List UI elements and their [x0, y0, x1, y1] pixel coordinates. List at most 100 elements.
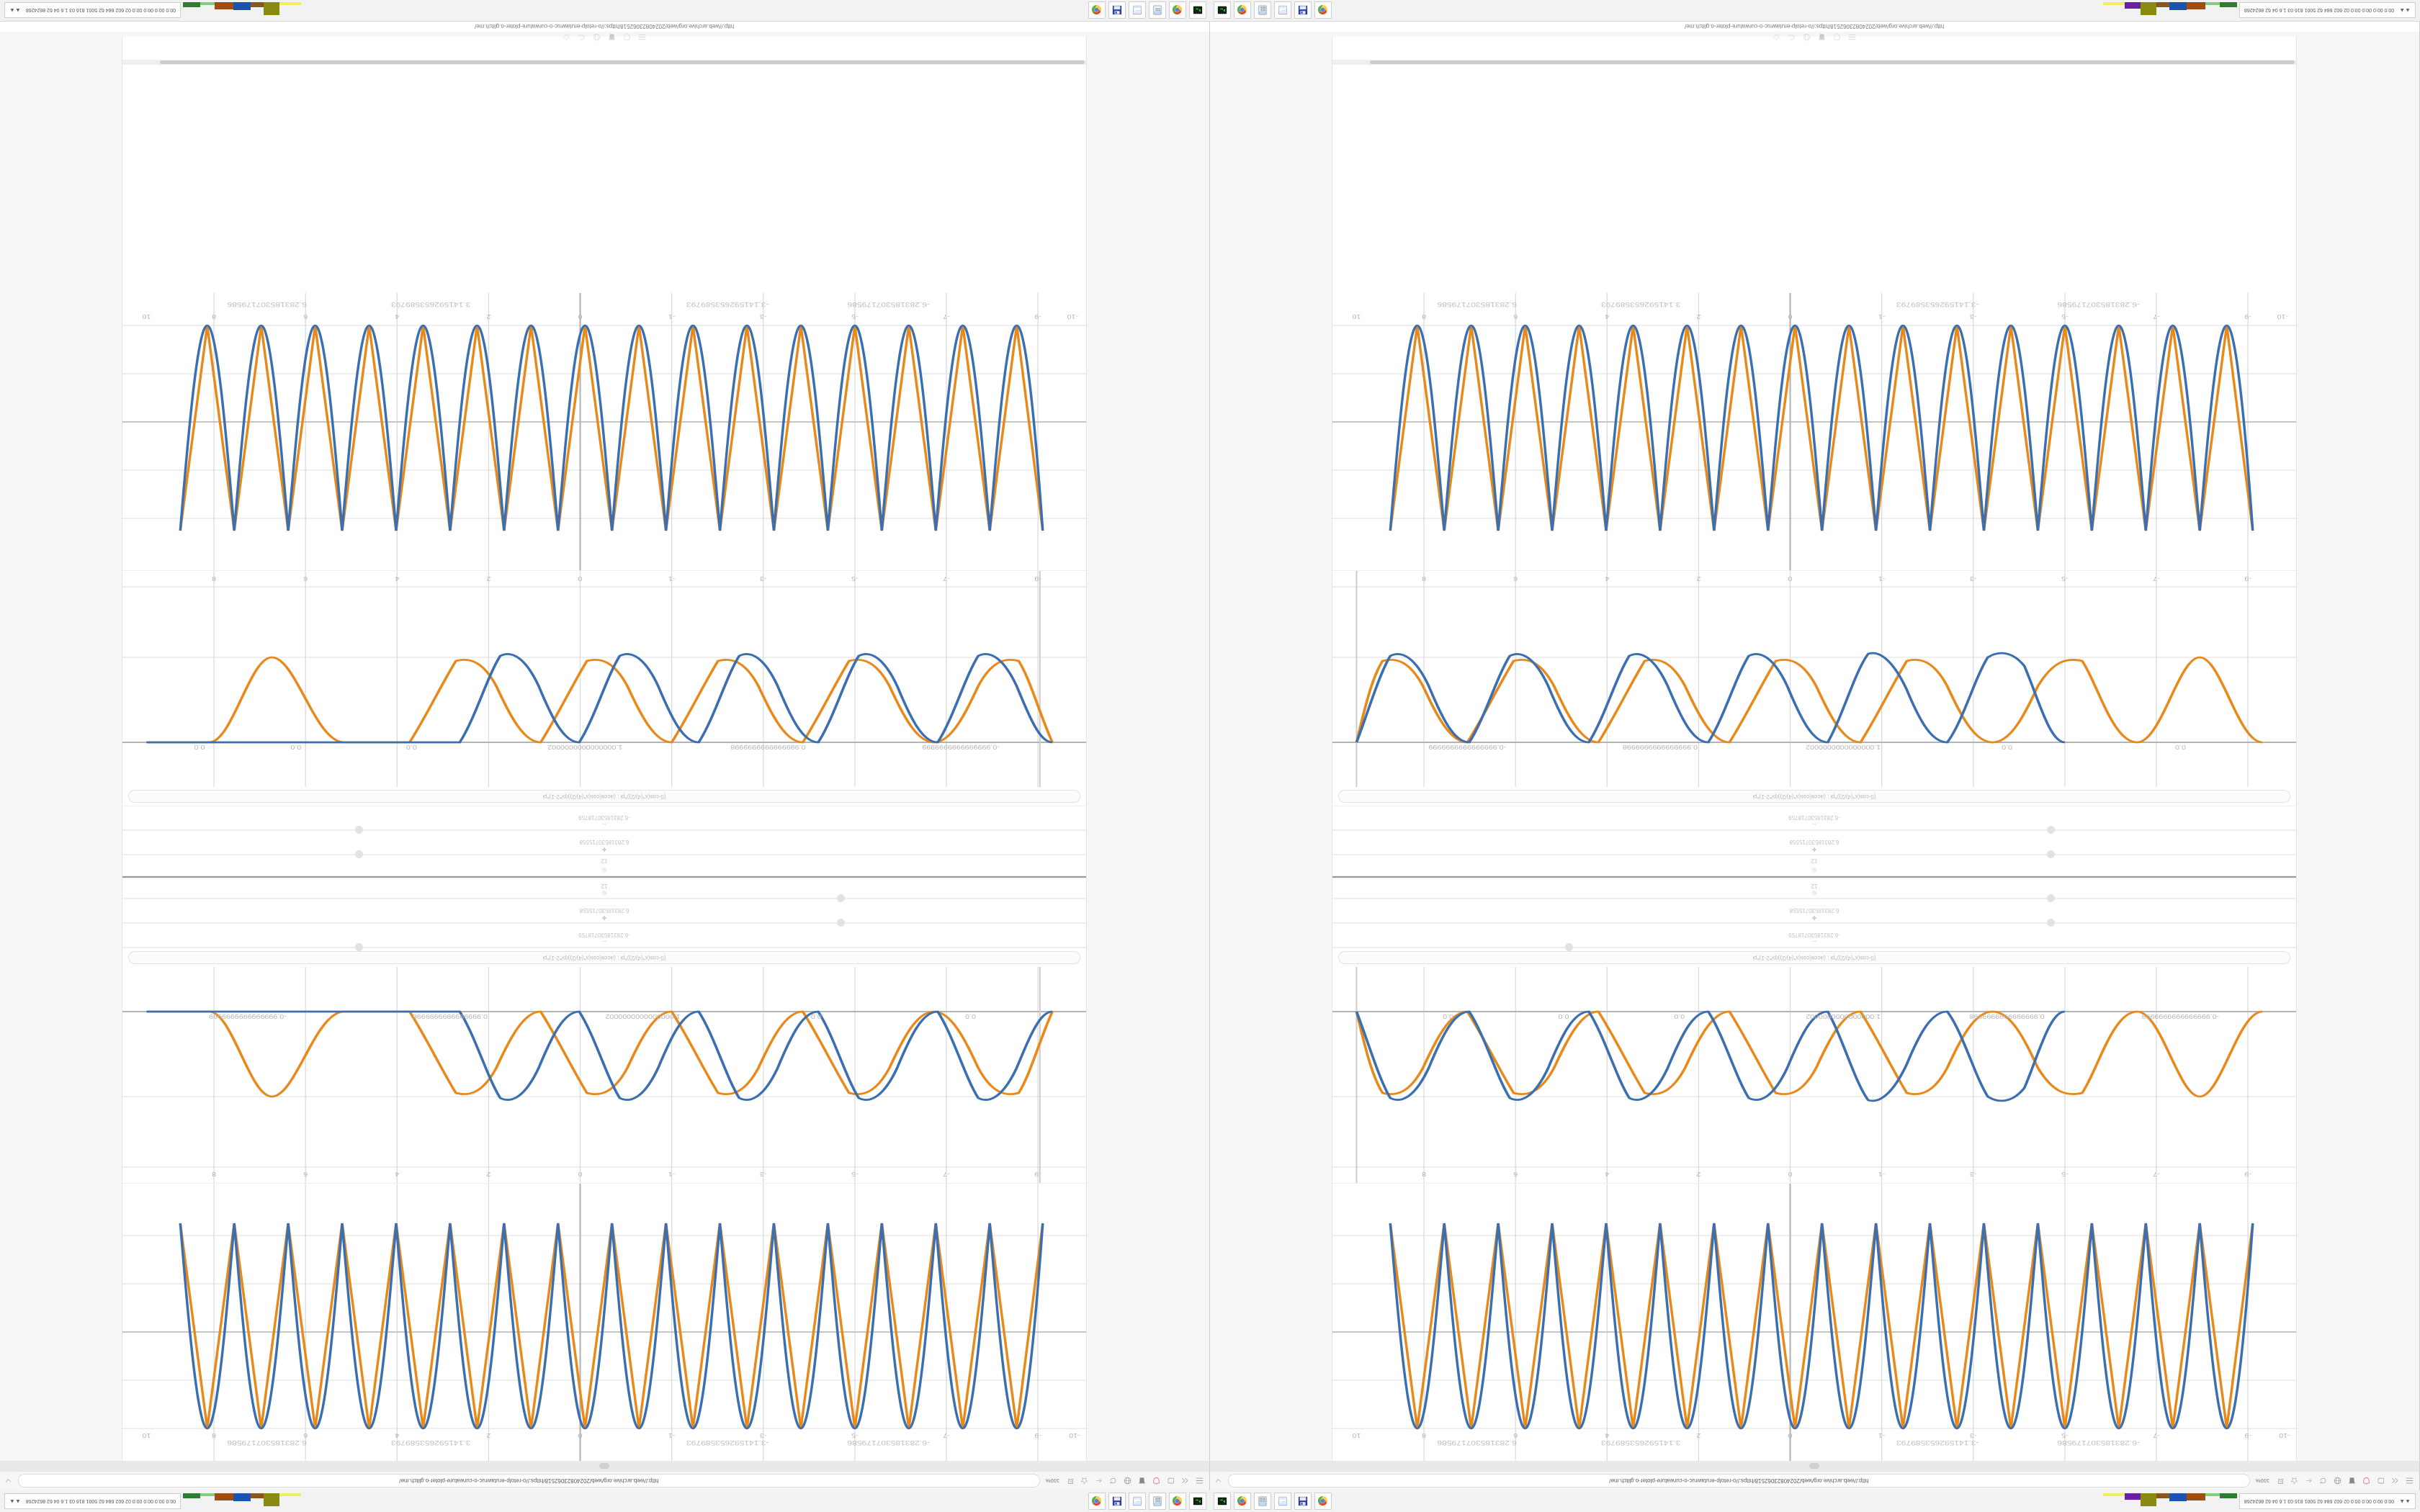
- formula-row-top-right[interactable]: (0-cos(x*(4)/2))*pi ; (acos(cos(x*(4)/2)…: [122, 948, 1086, 967]
- slider-row-c-right[interactable]: ◎ 12: [122, 878, 1086, 902]
- page-hscrollbar-right[interactable]: [122, 60, 1086, 65]
- tab-pill-right[interactable]: [599, 1463, 609, 1469]
- terminal-icon-b[interactable]: [1214, 1, 1231, 19]
- browser-icon-4[interactable]: [1088, 1493, 1106, 1510]
- tab-strip-left[interactable]: [1209, 1461, 2419, 1471]
- terminal-icon[interactable]: [1214, 1493, 1231, 1510]
- system-tray-bottom[interactable]: ▲▲ 00:0 00:0 00:0 00:0 02 602 684 62 500…: [2073, 2, 2420, 18]
- taskbar-launcher-mirror[interactable]: [1088, 1493, 1206, 1510]
- slider-group-top-right[interactable]: ↔ -6.28318530718759 ✚ 6.28318530715558 ◎…: [122, 878, 1086, 951]
- trash-icon-right[interactable]: [1137, 1476, 1147, 1486]
- page-hscroll-thumb-right[interactable]: [159, 60, 1085, 64]
- zoom-level-label-right[interactable]: 100%: [1045, 1477, 1059, 1485]
- chevrons-left-icon-right[interactable]: [1180, 1476, 1191, 1486]
- chevron-down-icon-right[interactable]: [4, 1476, 14, 1486]
- browser-window-left[interactable]: A 100% http://web.archive.org/web/202408…: [1209, 21, 2420, 1490]
- menu-icon[interactable]: [2405, 1476, 2415, 1486]
- calculator-icon-b[interactable]: [1254, 1, 1271, 19]
- slider-track-a-r[interactable]: [122, 947, 1086, 948]
- shield-icon-bottom-right[interactable]: [622, 32, 632, 42]
- trash-icon[interactable]: [2347, 1476, 2357, 1486]
- notes-icon-2[interactable]: [1129, 1493, 1146, 1510]
- calculator-icon-2[interactable]: [1149, 1493, 1166, 1510]
- chevron-up-icon-bottom[interactable]: ▲▲: [2399, 7, 2411, 14]
- reload-icon-right[interactable]: [1108, 1476, 1119, 1486]
- bottom-toolbar-left[interactable]: [1209, 32, 2419, 43]
- slider-track-a2[interactable]: [1332, 829, 2296, 830]
- browser-icon-2[interactable]: [1234, 1493, 1251, 1510]
- browser-icon[interactable]: [1314, 1493, 1332, 1510]
- formula-row-top-left[interactable]: (0-cos(x*(4)/2))*pi ; (acos(cos(x*(4)/2)…: [1332, 948, 2296, 967]
- shield-icon-right[interactable]: [1152, 1476, 1162, 1486]
- tab-strip-right[interactable]: [0, 1461, 1209, 1471]
- browser-icon-3[interactable]: [1169, 1493, 1186, 1510]
- slider-group-bottom-left[interactable]: ◎ 12 ✚ 6.28318530715558 ↔ -6.28318530718…: [1332, 806, 2296, 876]
- trash-icon-bottom-right[interactable]: [607, 32, 617, 42]
- browser-icon-b2[interactable]: [1234, 1, 1251, 19]
- notes-icon[interactable]: [1274, 1493, 1291, 1510]
- reload-icon[interactable]: [2318, 1476, 2329, 1486]
- bottom-toolbar-right[interactable]: [0, 32, 1209, 43]
- plot-squarish-2-left[interactable]: -9 -7 -5 -3 -1 0 2 4 6 8 0.0 0.0 1.000000000000…: [1332, 571, 2296, 787]
- browser-toolbar-right[interactable]: A 100% http://web.archive.org/web/202408…: [0, 1471, 1209, 1490]
- arrow-left-icon[interactable]: [2304, 1476, 2314, 1486]
- globe-icon-right[interactable]: [1123, 1476, 1133, 1486]
- menu-icon-bottom-left[interactable]: [1847, 32, 1857, 42]
- floppy-disk-icon-b2[interactable]: [1108, 1, 1126, 19]
- chevron-up-icon-2[interactable]: ▲▲: [9, 1498, 21, 1505]
- slider-row-a2-left[interactable]: ↔ -6.28318530718759: [1332, 806, 2296, 834]
- extension-icon-right[interactable]: [1166, 1476, 1176, 1486]
- browser-toolbar-left[interactable]: A 100% http://web.archive.org/web/202408…: [1209, 1471, 2419, 1490]
- browser-icon-b4[interactable]: [1088, 1, 1106, 19]
- shield-icon[interactable]: [2362, 1476, 2372, 1486]
- floppy-disk-icon[interactable]: [1294, 1493, 1312, 1510]
- translate-icon[interactable]: A: [2275, 1476, 2285, 1486]
- bookmark-star-icon[interactable]: [2290, 1476, 2300, 1486]
- menu-icon-right[interactable]: [1195, 1476, 1205, 1486]
- slider-track-a[interactable]: [1332, 947, 2296, 948]
- menu-icon-bottom-right[interactable]: [637, 32, 647, 42]
- browser-window-right[interactable]: A 100% http://web.archive.org/web/202408…: [0, 21, 1210, 1490]
- globe-icon[interactable]: [2333, 1476, 2343, 1486]
- slider-row-c2-right[interactable]: ◎ 12: [122, 855, 1086, 876]
- address-bar-left[interactable]: http://web.archive.org/web/2024082306251…: [1228, 1474, 2250, 1488]
- chevron-down-icon-left[interactable]: [1214, 1476, 1224, 1486]
- reload-icon-bottom-left[interactable]: [1787, 32, 1797, 42]
- taskbar-launcher[interactable]: [1214, 1493, 1332, 1510]
- slider-row-a-right[interactable]: ↔ -6.28318530718759: [122, 923, 1086, 951]
- terminal-icon-2[interactable]: [1189, 1493, 1206, 1510]
- slider-track-c[interactable]: [1332, 898, 2296, 899]
- system-tray-bottom-2[interactable]: 00:0 00:0 00:0 00:0 02 602 684 62 5001 8…: [0, 2, 347, 18]
- slider-group-top-left[interactable]: ↔ -6.28318530718759 ✚ 6.28318530715558 ◎…: [1332, 878, 2296, 951]
- slider-row-b2-right[interactable]: ✚ 6.28318530715558: [122, 830, 1086, 858]
- shield-icon-bottom-left[interactable]: [1832, 32, 1842, 42]
- plot-squarish-right[interactable]: -9 -7 -5 -3 -1 0 2 4 6 8 0.0 0.0 1.000000000000…: [122, 967, 1086, 1184]
- floppy-disk-icon-b[interactable]: [1294, 1, 1312, 19]
- slider-row-c2-left[interactable]: ◎ 12: [1332, 855, 2296, 876]
- chevron-up-icon[interactable]: ▲▲: [2399, 1498, 2411, 1505]
- calculator-icon-b2[interactable]: [1149, 1, 1166, 19]
- arrow-left-icon-right[interactable]: [1094, 1476, 1104, 1486]
- trash-icon-bottom-left[interactable]: [1817, 32, 1827, 42]
- slider-track-b[interactable]: [1332, 922, 2296, 923]
- taskbar-bottom[interactable]: ▲▲ 00:0 00:0 00:0 00:0 02 602 684 62 500…: [0, 0, 2420, 22]
- slider-row-b2-left[interactable]: ✚ 6.28318530715558: [1332, 830, 2296, 858]
- bookmark-star-icon-bottom-right[interactable]: [562, 32, 572, 42]
- browser-icon-b3[interactable]: [1169, 1, 1186, 19]
- system-tray-2[interactable]: 00:0 00:0 00:0 00:0 02 602 684 62 5001 8…: [0, 1493, 347, 1509]
- formula-input-top-right[interactable]: (0-cos(x*(4)/2))*pi ; (acos(cos(x*(4)/2)…: [128, 951, 1080, 964]
- formula-row-bottom-right[interactable]: (0-cos(x*(4)/2))*pi ; (acos(cos(x*(4)/2)…: [122, 787, 1086, 806]
- bookmark-star-icon-right[interactable]: [1080, 1476, 1090, 1486]
- slider-group-bottom-right[interactable]: ◎ 12 ✚ 6.28318530715558 ↔ -6.28318530718…: [122, 806, 1086, 876]
- formula-input-bottom-right[interactable]: (0-cos(x*(4)/2))*pi ; (acos(cos(x*(4)/2)…: [128, 790, 1080, 803]
- globe-icon-bottom-left[interactable]: [1802, 32, 1812, 42]
- browser-icon-b1[interactable]: [1314, 1, 1332, 19]
- chevron-up-icon-b2[interactable]: ▲▲: [9, 7, 21, 14]
- notes-icon-b2[interactable]: [1129, 1, 1146, 19]
- slider-track-b2[interactable]: [1332, 854, 2296, 855]
- slider-row-b-right[interactable]: ✚ 6.28318530715558: [122, 899, 1086, 927]
- slider-track-b-r[interactable]: [122, 922, 1086, 923]
